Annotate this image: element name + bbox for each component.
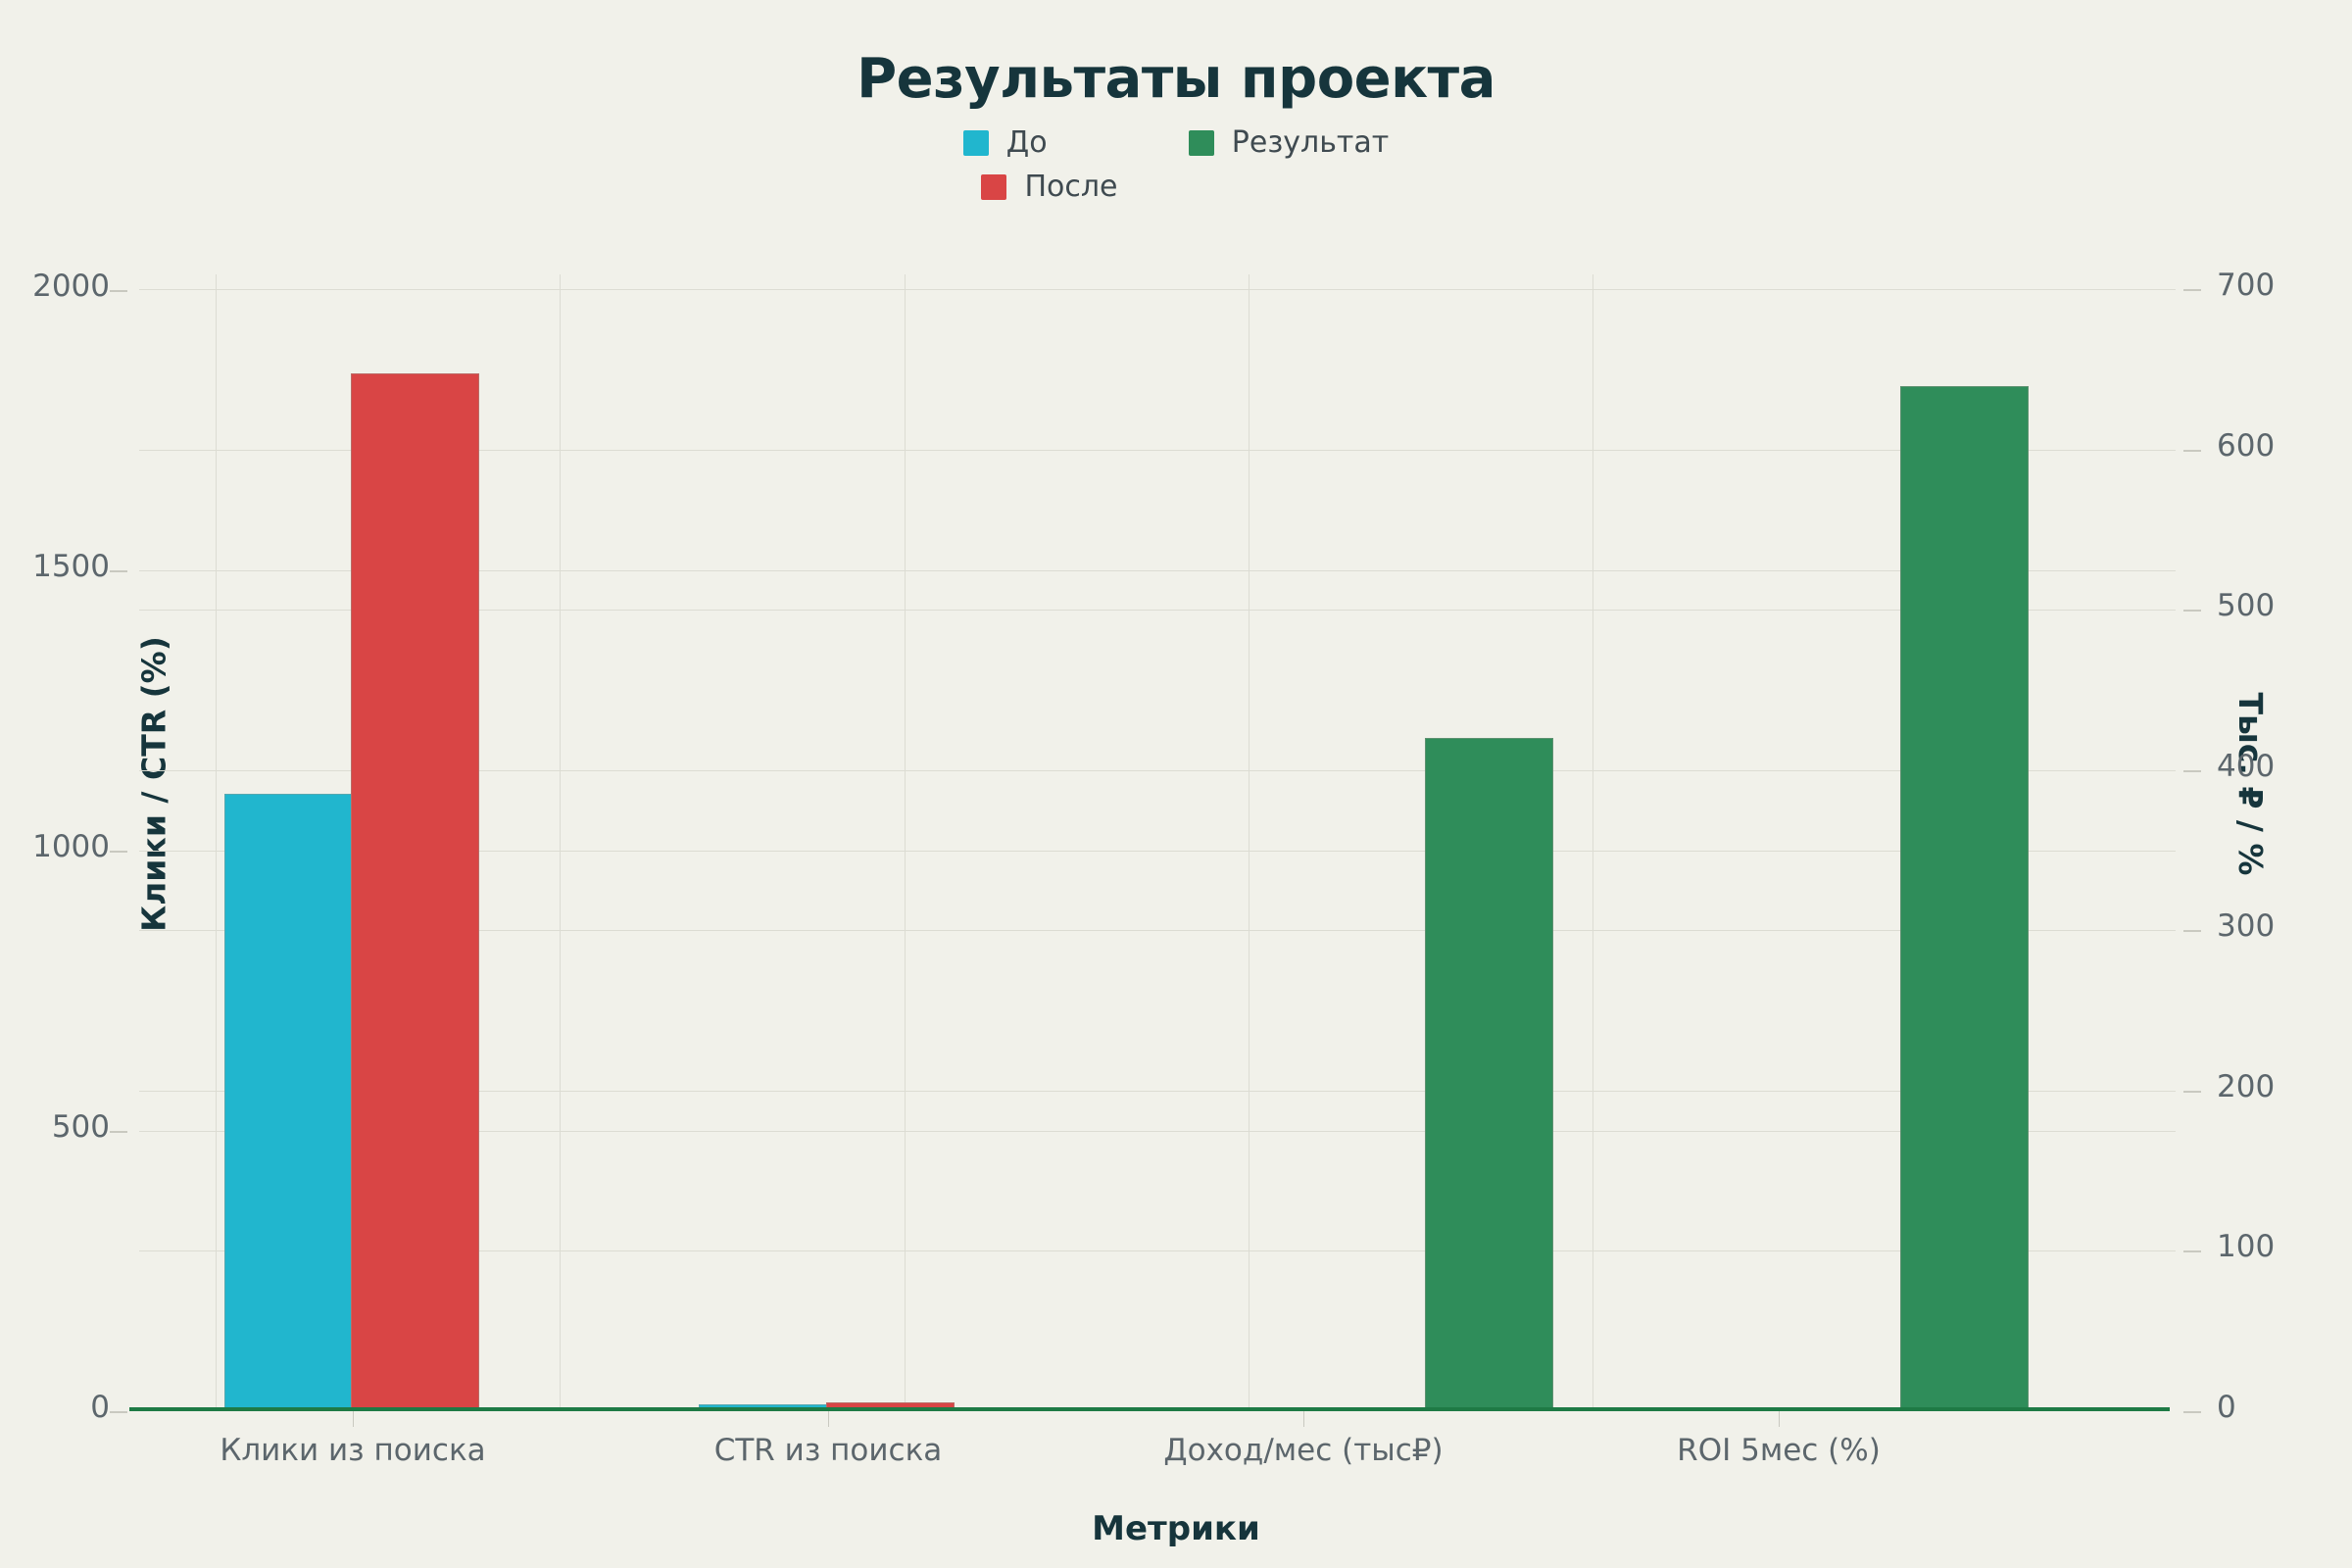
legend-item-result[interactable]: Результат <box>1188 125 1390 160</box>
y-right-tickmark-300 <box>2183 930 2201 932</box>
x-tick-label-dohod: Доход/мес (тыс₽) <box>1163 1433 1444 1468</box>
legend-swatch-after <box>981 173 1007 200</box>
x-tick-label-roi: ROI 5мес (%) <box>1677 1433 1881 1468</box>
y-left-tick-0: 0 <box>90 1390 110 1425</box>
bar-result-roi[interactable] <box>1900 386 2029 1411</box>
y-left-tickmark-1500 <box>110 570 127 572</box>
y-right-tickmark-100 <box>2183 1250 2201 1252</box>
gridline-right-300 <box>139 930 2176 931</box>
gridline-category-4 <box>1249 274 1250 1411</box>
y-left-tick-500: 500 <box>51 1109 110 1145</box>
x-tickmark-3 <box>1303 1411 1304 1427</box>
y-right-tickmark-0 <box>2183 1411 2201 1413</box>
y-right-tick-100: 100 <box>2217 1229 2276 1264</box>
gridline-right-400 <box>139 770 2176 771</box>
y-left-tick-1000: 1000 <box>32 829 110 864</box>
y-left-tickmark-500 <box>110 1131 127 1133</box>
y-left-tick-1500: 1500 <box>32 549 110 584</box>
x-tickmark-2 <box>828 1411 829 1427</box>
y-right-tickmark-400 <box>2183 770 2201 772</box>
legend-item-before[interactable]: До <box>962 125 1189 160</box>
y-right-tickmark-600 <box>2183 450 2201 452</box>
bar-after-kliki[interactable] <box>351 373 479 1411</box>
gridline-category-1 <box>216 274 217 1411</box>
legend-label-after: После <box>1024 170 1118 204</box>
legend-label-result: Результат <box>1231 125 1390 160</box>
legend-label-before: До <box>1005 125 1048 160</box>
gridline-left-1500 <box>139 570 2176 571</box>
y-right-tick-200: 200 <box>2217 1069 2276 1104</box>
y-right-tick-500: 500 <box>2217 588 2276 623</box>
plot-area <box>129 274 2176 1411</box>
y-right-tickmark-200 <box>2183 1091 2201 1093</box>
x-axis-title: Метрики <box>1092 1509 1260 1548</box>
x-tickmark-4 <box>1779 1411 1780 1427</box>
y-left-tickmark-0 <box>110 1411 127 1413</box>
chart-title: Результаты проекта <box>857 47 1495 111</box>
y-right-tick-400: 400 <box>2217 749 2276 784</box>
y-right-tick-300: 300 <box>2217 908 2276 944</box>
y-right-tick-0: 0 <box>2217 1390 2236 1425</box>
gridline-right-700 <box>139 289 2176 290</box>
legend-row-2: После <box>981 170 1118 204</box>
y-right-tickmark-700 <box>2183 289 2201 291</box>
x-tick-label-ctr: CTR из поиска <box>713 1433 943 1468</box>
bar-result-dohod[interactable] <box>1425 738 1553 1411</box>
y-right-tickmark-500 <box>2183 610 2201 612</box>
legend-swatch-before <box>962 129 989 156</box>
legend-swatch-result <box>1188 129 1214 156</box>
legend-row-1: До Результат <box>962 125 1390 160</box>
y-right-tick-700: 700 <box>2217 268 2276 303</box>
chart-legend: До Результат После <box>0 125 2352 204</box>
x-tick-label-kliki: Клики из поиска <box>220 1433 486 1468</box>
gridline-right-100 <box>139 1250 2176 1251</box>
gridline-category-3 <box>905 274 906 1411</box>
gridline-right-500 <box>139 610 2176 611</box>
legend-item-after[interactable]: После <box>981 170 1118 204</box>
y-left-tickmark-1000 <box>110 851 127 853</box>
x-axis-baseline <box>129 1407 2170 1411</box>
gridline-category-5 <box>1592 274 1593 1411</box>
gridline-left-1000 <box>139 851 2176 852</box>
gridline-category-2 <box>560 274 561 1411</box>
y-left-tickmark-2000 <box>110 290 127 292</box>
gridline-right-200 <box>139 1091 2176 1092</box>
bar-before-kliki[interactable] <box>224 794 353 1411</box>
gridline-right-600 <box>139 450 2176 451</box>
y-axis-right-title: Тыс. ₽ / % <box>2231 692 2270 876</box>
gridline-left-500 <box>139 1131 2176 1132</box>
y-right-tick-600: 600 <box>2217 428 2276 464</box>
x-tickmark-1 <box>353 1411 354 1427</box>
y-left-tick-2000: 2000 <box>32 269 110 304</box>
